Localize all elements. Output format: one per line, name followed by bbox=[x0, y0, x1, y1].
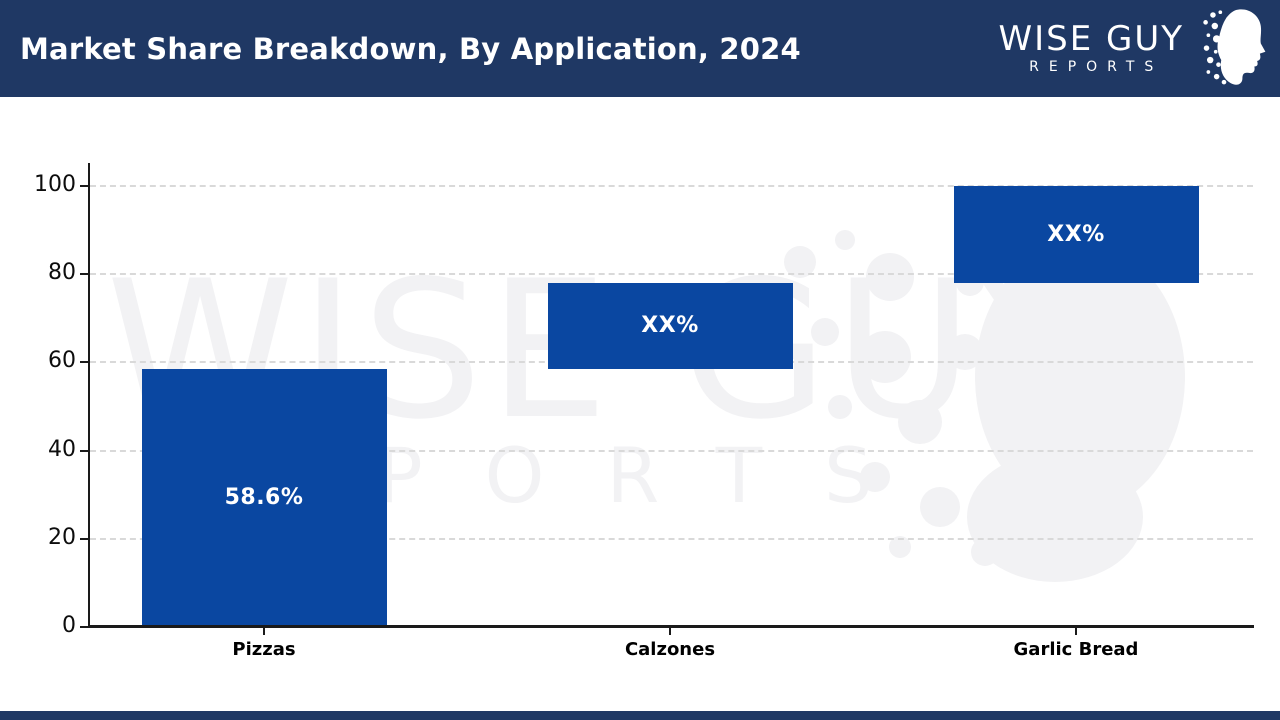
bar-value-label: XX% bbox=[1047, 222, 1105, 247]
y-tick bbox=[80, 537, 88, 540]
x-tick-label: Garlic Bread bbox=[1013, 639, 1139, 660]
x-tick-label: Calzones bbox=[624, 639, 716, 660]
wiseguy-logo: WISE GUY REPORTS bbox=[998, 7, 1280, 91]
gridline bbox=[90, 273, 1253, 276]
logo-wordmark: WISE GUY bbox=[998, 19, 1184, 59]
chart-title: Market Share Breakdown, By Application, … bbox=[20, 31, 801, 66]
y-tick bbox=[80, 185, 88, 187]
header-bar: Market Share Breakdown, By Application, … bbox=[0, 0, 1280, 97]
footer-bar bbox=[0, 711, 1280, 720]
x-tick bbox=[263, 628, 265, 635]
bar-value-label: 58.6% bbox=[224, 485, 304, 511]
gridline bbox=[90, 185, 1253, 187]
wiseguy-logo-text: WISE GUY REPORTS bbox=[998, 22, 1184, 75]
y-tick bbox=[80, 273, 88, 276]
bar-value-label: XX% bbox=[641, 313, 699, 339]
y-tick-label: 20 bbox=[48, 524, 76, 550]
x-tick bbox=[1075, 628, 1077, 635]
y-tick bbox=[80, 361, 88, 364]
y-tick-label: 80 bbox=[48, 260, 76, 286]
bar-garlic-bread: XX% bbox=[953, 186, 1199, 284]
y-tick bbox=[80, 449, 88, 452]
y-axis-line bbox=[88, 163, 90, 627]
gridline bbox=[90, 537, 1253, 540]
bar-calzones: XX% bbox=[547, 283, 793, 369]
y-tick-label: 100 bbox=[34, 172, 76, 197]
bar-pizzas: 58.6% bbox=[141, 368, 387, 627]
x-tick-label: Pizzas bbox=[232, 639, 296, 660]
y-tick-label: 0 bbox=[62, 613, 76, 638]
x-tick bbox=[669, 628, 671, 635]
y-tick-label: 60 bbox=[48, 348, 76, 374]
gridline bbox=[90, 449, 1253, 452]
y-tick bbox=[80, 626, 88, 628]
y-tick-label: 40 bbox=[48, 436, 76, 462]
wiseguy-face-icon bbox=[1203, 8, 1266, 85]
logo-reports-text: REPORTS bbox=[1029, 59, 1164, 75]
x-axis-line bbox=[88, 625, 1254, 628]
